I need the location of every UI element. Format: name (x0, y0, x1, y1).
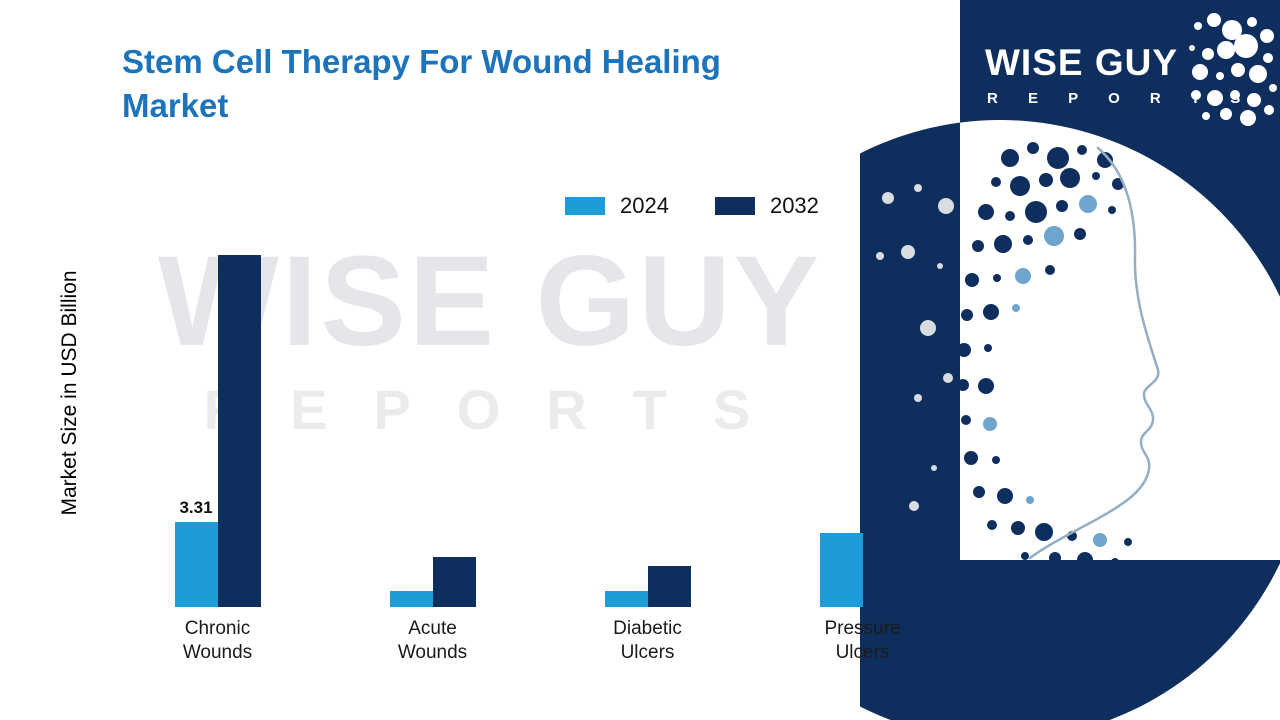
category-label-acute-wounds: Acute Wounds (397, 618, 468, 663)
y-axis-label: Market Size in USD Billion (58, 270, 81, 516)
bar-col (604, 591, 648, 607)
bar-col (819, 532, 863, 607)
bar-2024-diabetic-ulcers (604, 591, 648, 607)
bar-2024-acute-wounds (389, 591, 433, 607)
bar-col: 3.31 (174, 497, 218, 607)
bar-2032-diabetic-ulcers (647, 565, 691, 607)
head-silhouette-dots-icon (957, 142, 1132, 568)
bar-2032-acute-wounds (432, 556, 476, 607)
watermark-line1: WISE GUY (157, 230, 823, 373)
chart-groups: 3.31 (110, 247, 970, 607)
face-profile-icon (1028, 146, 1160, 560)
category-label-chronic-wounds: Chronic Wounds (182, 618, 253, 663)
brand-logo-subtitle: R E P O R T S (987, 90, 1254, 107)
bar-col (217, 254, 261, 607)
category-label-diabetic-ulcers: Diabetic Ulcers (613, 618, 682, 663)
legend-item-2032: 2032 (714, 193, 819, 219)
bar-2024-chronic-wounds (174, 521, 218, 607)
bar-2024-pressure-ulcers (819, 532, 863, 607)
legend-swatch-2024 (565, 197, 605, 215)
watermark-line2: REPORTS (203, 378, 797, 441)
bar-2032-chronic-wounds (217, 254, 261, 607)
bar-2032-pressure-ulcers (862, 295, 906, 607)
watermark: WISE GUY REPORTS (100, 228, 880, 442)
bar-chart: 3.31 Chronic Wounds Acute Wounds Diabetic … (110, 247, 970, 665)
legend-label: 2032 (769, 193, 819, 218)
bar-group-chronic-wounds: 3.31 (174, 254, 261, 607)
category-labels: Chronic Wounds Acute Wounds Diabetic Ulcer… (110, 617, 970, 665)
bar-col (432, 556, 476, 607)
bar-group-diabetic-ulcers (604, 565, 691, 607)
chart-title: Stem Cell Therapy For Wound Healing Mark… (122, 43, 721, 124)
logo-head-dots-icon (1189, 13, 1277, 126)
legend-swatch-2032 (714, 197, 755, 215)
legend-label: 2024 (620, 193, 669, 218)
legend: 2024 2032 (565, 193, 819, 219)
bar-group-pressure-ulcers (819, 295, 906, 607)
bar-group-acute-wounds (389, 556, 476, 607)
legend-item-2024: 2024 (565, 193, 669, 219)
bar-col (389, 591, 433, 607)
bar-col (647, 565, 691, 607)
brand-logo: WISE GUY R E P O R T S (985, 42, 1253, 107)
bar-col (862, 295, 906, 607)
bar-value-label: 3.31 (179, 497, 213, 517)
brand-logo-name: WISE GUY (985, 42, 1179, 83)
category-label-pressure-ulcers: Pressure Ulcers (824, 618, 901, 663)
